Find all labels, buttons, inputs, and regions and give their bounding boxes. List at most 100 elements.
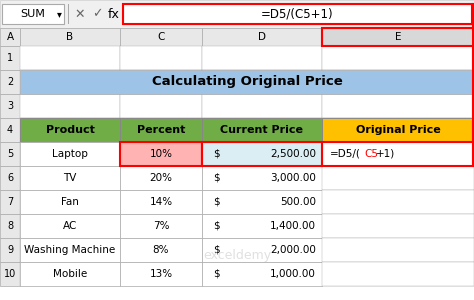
Bar (20, 238, 120, 262)
Bar (202, 28, 322, 46)
Bar (120, 142, 202, 166)
Bar (322, 214, 474, 238)
Bar (20, 118, 120, 142)
Text: $: $ (213, 197, 219, 207)
Text: 8: 8 (7, 221, 13, 231)
Bar (20, 262, 120, 286)
Bar (0, 94, 20, 118)
Text: $: $ (213, 221, 219, 231)
Bar (202, 214, 322, 238)
Bar (202, 190, 322, 214)
Text: 2,500.00: 2,500.00 (270, 149, 316, 159)
Bar (202, 262, 322, 286)
Bar (0, 142, 20, 166)
Bar (120, 190, 202, 214)
Bar (20, 214, 120, 238)
Text: ▾: ▾ (57, 9, 62, 19)
Bar (322, 28, 474, 46)
Text: 500.00: 500.00 (280, 197, 316, 207)
Bar (120, 70, 202, 94)
Bar (322, 238, 474, 262)
Bar (202, 118, 322, 142)
Bar (20, 142, 120, 166)
Bar (20, 118, 120, 142)
Text: C: C (157, 32, 164, 42)
Bar (0, 190, 20, 214)
Text: AC: AC (63, 221, 77, 231)
Text: 9: 9 (7, 245, 13, 255)
Bar (120, 118, 202, 142)
Text: 4: 4 (7, 125, 13, 135)
Bar (120, 238, 202, 262)
Text: 5: 5 (7, 149, 13, 159)
Bar (202, 262, 322, 286)
Bar (20, 142, 120, 166)
Bar (20, 190, 120, 214)
Bar (322, 262, 474, 286)
Text: 14%: 14% (149, 197, 173, 207)
Bar (0, 238, 20, 262)
Bar (120, 262, 202, 286)
Bar (202, 214, 322, 238)
Text: Fan: Fan (61, 197, 79, 207)
Text: Mobile: Mobile (53, 269, 87, 279)
Bar (0, 0, 474, 28)
Text: 2: 2 (7, 77, 13, 87)
Text: $: $ (213, 149, 219, 159)
Text: Product: Product (46, 125, 94, 135)
Bar (20, 238, 120, 262)
Bar (20, 70, 120, 94)
Text: TV: TV (64, 173, 77, 183)
Bar (202, 94, 322, 118)
Bar (0, 262, 20, 286)
Text: $: $ (213, 149, 219, 159)
Text: 6: 6 (7, 173, 13, 183)
Bar (0, 166, 20, 190)
Bar (202, 166, 322, 190)
Bar (123, 4, 472, 24)
Text: C5: C5 (364, 149, 378, 159)
Bar (0, 70, 20, 94)
Bar (202, 190, 322, 214)
Text: Calculating Original Price: Calculating Original Price (152, 76, 342, 88)
Text: 7: 7 (7, 197, 13, 207)
Bar (122, 4, 123, 24)
Bar (120, 142, 202, 166)
Bar (120, 142, 202, 166)
Text: $: $ (213, 173, 219, 183)
Bar (322, 166, 474, 190)
Bar (120, 46, 202, 70)
Bar (0, 28, 20, 46)
Bar (20, 190, 120, 214)
Bar (120, 190, 202, 214)
Text: 7%: 7% (153, 221, 169, 231)
Text: Laptop: Laptop (52, 149, 88, 159)
Text: Percent: Percent (137, 125, 185, 135)
Bar (120, 118, 202, 142)
Bar (322, 238, 474, 262)
Text: A: A (7, 32, 14, 42)
Bar (322, 214, 474, 238)
Bar (120, 28, 202, 46)
Text: exceldemy: exceldemy (203, 248, 271, 262)
Text: E: E (395, 32, 401, 42)
Text: SUM: SUM (20, 9, 46, 19)
Bar (322, 46, 474, 70)
Bar (120, 262, 202, 286)
Bar (322, 118, 474, 142)
Bar (202, 142, 322, 166)
Bar (322, 190, 474, 214)
Bar (120, 238, 202, 262)
Text: B: B (66, 32, 73, 42)
Bar (202, 238, 322, 262)
Text: Original Price: Original Price (356, 125, 440, 135)
Bar (120, 166, 202, 190)
Bar (322, 28, 474, 46)
Bar (322, 142, 474, 166)
Text: 1,000.00: 1,000.00 (270, 269, 316, 279)
Bar (322, 166, 474, 190)
Bar (202, 142, 322, 166)
Bar (0, 214, 20, 238)
Bar (322, 190, 474, 214)
Bar (20, 166, 120, 190)
